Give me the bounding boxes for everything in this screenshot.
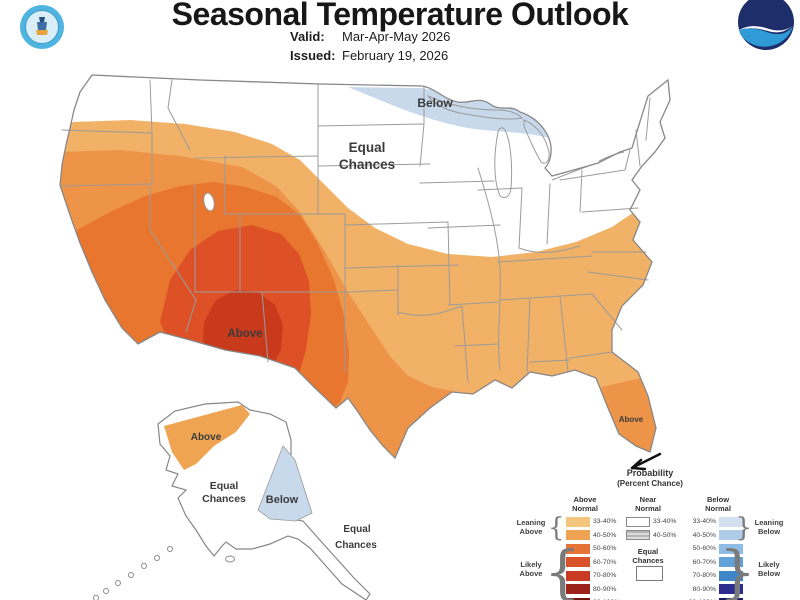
legend-row-col-above-40-50: 40-50% [566, 529, 620, 543]
alaska-above-label: Above [191, 432, 222, 443]
legend-swatch [719, 557, 743, 568]
legend-leaning-above-label: Leaning Above [516, 518, 546, 536]
noaa-logo-icon [738, 0, 794, 50]
legend-row-col-below-70-80: 70-80% [686, 569, 743, 583]
legend-header-below-normal: Below Normal [705, 495, 731, 513]
legend-swatch [566, 570, 590, 581]
nws-logo-icon [20, 5, 64, 49]
great-salt-lake [203, 192, 215, 212]
brace-likely-above: { [544, 538, 581, 600]
legend-equal-chances-swatch [636, 566, 663, 581]
legend-swatch [566, 543, 590, 554]
issued-value: February 19, 2026 [342, 48, 449, 63]
alaska-equal-chances-label-line2: Chances [202, 493, 246, 505]
legend-range-label: 33-40% [653, 518, 677, 526]
aleutian-islands [93, 546, 235, 600]
legend-range-label: 40-50% [653, 531, 677, 539]
legend-range-label: 80-90% [692, 585, 716, 593]
legend-subtitle: (Percent Chance) [617, 479, 683, 488]
brace-leaning-above: { [548, 513, 565, 543]
legend-range-label: 33-40% [692, 518, 716, 526]
legend-swatch [719, 516, 743, 527]
legend-swatch [626, 530, 650, 541]
legend-range-label: 40-50% [593, 531, 617, 539]
legend-range-label: 50-60% [692, 545, 716, 553]
legend-row-col-below-80-90: 80-90% [686, 583, 743, 597]
conus-outline [59, 74, 671, 460]
legend-swatch [719, 597, 743, 600]
legend-row-col-above-60-70: 60-70% [566, 556, 620, 570]
legend-row-col-above-80-90: 80-90% [566, 583, 620, 597]
legend-row-col-below-50-60: 50-60% [686, 542, 743, 556]
legend-header-near-normal: Near Normal [635, 495, 661, 513]
page-title: Seasonal Temperature Outlook [171, 0, 629, 32]
state-borders [59, 79, 651, 383]
legend-swatch [719, 543, 743, 554]
legend-range-label: 40-50% [692, 531, 716, 539]
legend-range-label: 80-90% [593, 585, 617, 593]
legend-range-label: 70-80% [692, 572, 716, 580]
legend-row-col-below-33-40: 33-40% [686, 515, 743, 529]
legend-range-label: 50-60% [593, 545, 617, 553]
legend-leaning-below-label: Leaning Below [754, 518, 784, 536]
valid-issued-block: Valid: Mar-Apr-May 2026 Issued: February 1… [290, 27, 450, 65]
conus-equal-chances-label-line1: Equal [349, 140, 386, 155]
legend-likely-above-label: Likely Above [519, 560, 543, 578]
alaska-inset [93, 401, 371, 600]
legend-column-near: 33-40% 40-50% [626, 515, 676, 542]
alaska-se-equal-chances-label-line1: Equal [343, 524, 370, 535]
valid-value: Mar-Apr-May 2026 [342, 29, 451, 44]
alaska-below-region [257, 445, 313, 522]
conus-equal-chances-label-line2: Chances [339, 157, 395, 172]
legend-likely-below-label: Likely Below [757, 560, 781, 578]
legend-swatch [566, 516, 590, 527]
legend-swatch [566, 557, 590, 568]
conus-below-label: Below [417, 96, 453, 110]
legend-row-col-near-33-40: 33-40% [626, 515, 676, 529]
legend-row-col-above-50-60: 50-60% [566, 542, 620, 556]
legend-range-label: 60-70% [692, 558, 716, 566]
legend-range-label: 60-70% [593, 558, 617, 566]
legend-swatch [719, 530, 743, 541]
brace-likely-below: } [719, 538, 756, 600]
annotation-arrow [630, 452, 662, 471]
legend-title: Probability [626, 468, 674, 478]
conus-above-label: Above [227, 328, 262, 340]
legend-swatch [566, 584, 590, 595]
alaska-above-region [164, 405, 250, 470]
alaska-below-label: Below [266, 494, 299, 506]
legend-column-below: 33-40%40-50%50-60%60-70%70-80%80-90%90-1… [686, 515, 743, 600]
legend-swatch [566, 597, 590, 600]
legend-equal-chances-label: Equal Chances [632, 547, 664, 565]
probability-legend: Probability (Percent Chance) Above Normal… [500, 452, 800, 600]
legend-row-col-above-70-80: 70-80% [566, 569, 620, 583]
issued-line: Issued: February 19, 2026 [290, 46, 450, 65]
legend-swatch [566, 530, 590, 541]
issued-label: Issued: [290, 48, 336, 63]
legend-range-label: 70-80% [593, 572, 617, 580]
legend-row-col-above-33-40: 33-40% [566, 515, 620, 529]
great-lakes-outline [426, 94, 625, 199]
alaska-equal-chances-label-line1: Equal [210, 480, 239, 492]
valid-line: Valid: Mar-Apr-May 2026 [290, 27, 450, 46]
legend-swatch [719, 570, 743, 581]
legend-header-above-normal: Above Normal [572, 495, 598, 513]
legend-swatch [719, 584, 743, 595]
valid-label: Valid: [290, 29, 325, 44]
brace-leaning-below: } [735, 513, 752, 543]
florida-above-label: Above [619, 415, 644, 424]
legend-row-col-near-40-50: 40-50% [626, 529, 676, 543]
alaska-se-equal-chances-label-line2: Chances [335, 540, 377, 551]
legend-row-col-below-40-50: 40-50% [686, 529, 743, 543]
legend-range-label: 33-40% [593, 518, 617, 526]
florida-above-patch [601, 377, 657, 452]
legend-row-col-below-60-70: 60-70% [686, 556, 743, 570]
legend-swatch [626, 516, 650, 527]
